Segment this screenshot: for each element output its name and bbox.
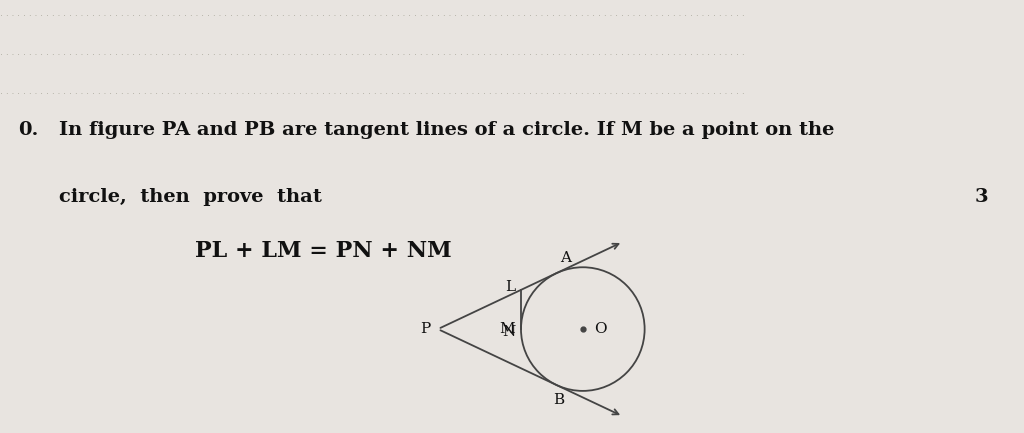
Text: PL + LM = PN + NM: PL + LM = PN + NM (195, 240, 452, 262)
Text: · · · · · · · · · · · · · · · · · · · · · · · · · · · · · · · · · · · · · · · · : · · · · · · · · · · · · · · · · · · · · … (0, 91, 748, 96)
Text: A: A (560, 252, 571, 265)
Text: M: M (500, 322, 515, 336)
Text: 0.: 0. (18, 121, 39, 139)
Text: · · · · · · · · · · · · · · · · · · · · · · · · · · · · · · · · · · · · · · · · : · · · · · · · · · · · · · · · · · · · · … (0, 13, 748, 18)
Text: circle,  then  prove  that: circle, then prove that (59, 188, 323, 207)
Text: 3: 3 (975, 188, 988, 207)
Text: L: L (505, 280, 515, 294)
Text: N: N (502, 325, 515, 339)
Text: In figure PA and PB are tangent lines of a circle. If M be a point on the: In figure PA and PB are tangent lines of… (59, 121, 835, 139)
Text: P: P (420, 322, 430, 336)
Text: B: B (553, 393, 564, 407)
Text: O: O (594, 322, 607, 336)
Text: · · · · · · · · · · · · · · · · · · · · · · · · · · · · · · · · · · · · · · · · : · · · · · · · · · · · · · · · · · · · · … (0, 52, 748, 57)
